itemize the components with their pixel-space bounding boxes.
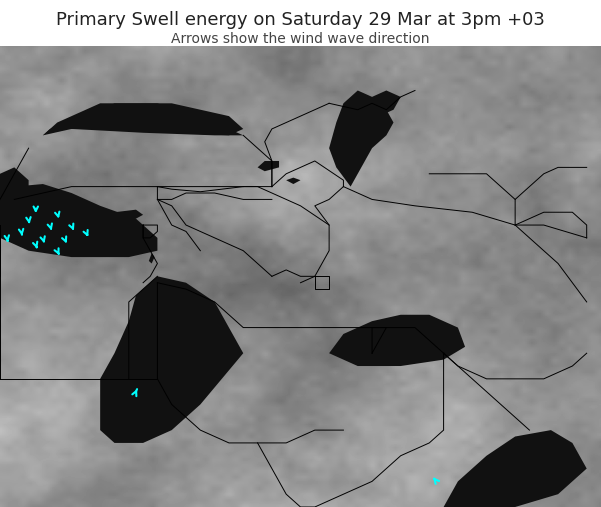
Text: Primary Swell energy on Saturday 29 Mar at 3pm +03: Primary Swell energy on Saturday 29 Mar … bbox=[56, 11, 545, 29]
Polygon shape bbox=[149, 253, 154, 264]
Polygon shape bbox=[258, 161, 279, 171]
Polygon shape bbox=[286, 177, 300, 184]
Polygon shape bbox=[100, 276, 243, 443]
Polygon shape bbox=[329, 315, 465, 366]
Polygon shape bbox=[329, 90, 394, 187]
Polygon shape bbox=[43, 103, 243, 135]
Polygon shape bbox=[43, 103, 243, 135]
Text: Arrows show the wind wave direction: Arrows show the wind wave direction bbox=[171, 32, 430, 46]
Polygon shape bbox=[100, 210, 143, 225]
Polygon shape bbox=[365, 90, 401, 116]
Polygon shape bbox=[444, 430, 587, 507]
Polygon shape bbox=[0, 184, 157, 257]
Polygon shape bbox=[0, 167, 29, 206]
